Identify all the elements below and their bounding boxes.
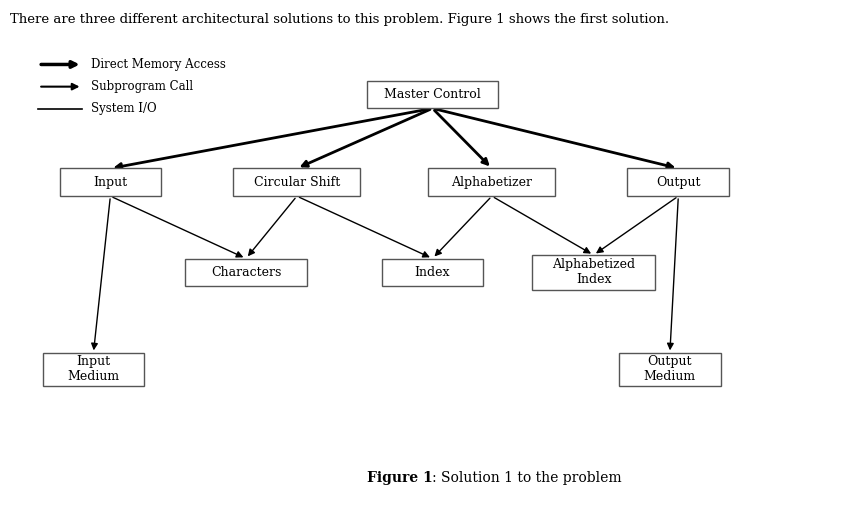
FancyBboxPatch shape: [367, 81, 498, 108]
FancyBboxPatch shape: [60, 169, 161, 196]
FancyBboxPatch shape: [42, 353, 144, 385]
Text: Alphabetizer: Alphabetizer: [452, 176, 532, 189]
Text: System I/O: System I/O: [91, 102, 157, 116]
Text: Index: Index: [414, 266, 451, 279]
Text: Alphabetized
Index: Alphabetized Index: [552, 258, 635, 286]
Text: : Solution 1 to the problem: : Solution 1 to the problem: [432, 471, 622, 485]
Text: Output: Output: [656, 176, 701, 189]
FancyBboxPatch shape: [428, 169, 555, 196]
FancyBboxPatch shape: [234, 169, 361, 196]
Text: Master Control: Master Control: [384, 88, 481, 101]
Text: Subprogram Call: Subprogram Call: [91, 80, 193, 93]
Text: Direct Memory Access: Direct Memory Access: [91, 58, 226, 71]
Text: Output
Medium: Output Medium: [644, 355, 696, 383]
FancyBboxPatch shape: [381, 258, 484, 286]
Text: There are three different architectural solutions to this problem. Figure 1 show: There are three different architectural …: [10, 13, 670, 26]
FancyBboxPatch shape: [184, 258, 307, 286]
Text: Circular Shift: Circular Shift: [253, 176, 340, 189]
FancyBboxPatch shape: [532, 255, 655, 290]
FancyBboxPatch shape: [627, 169, 729, 196]
FancyBboxPatch shape: [619, 353, 721, 385]
Text: Figure 1: Figure 1: [367, 471, 432, 485]
Text: Input
Medium: Input Medium: [67, 355, 119, 383]
Text: Input: Input: [93, 176, 127, 189]
Text: Characters: Characters: [211, 266, 281, 279]
